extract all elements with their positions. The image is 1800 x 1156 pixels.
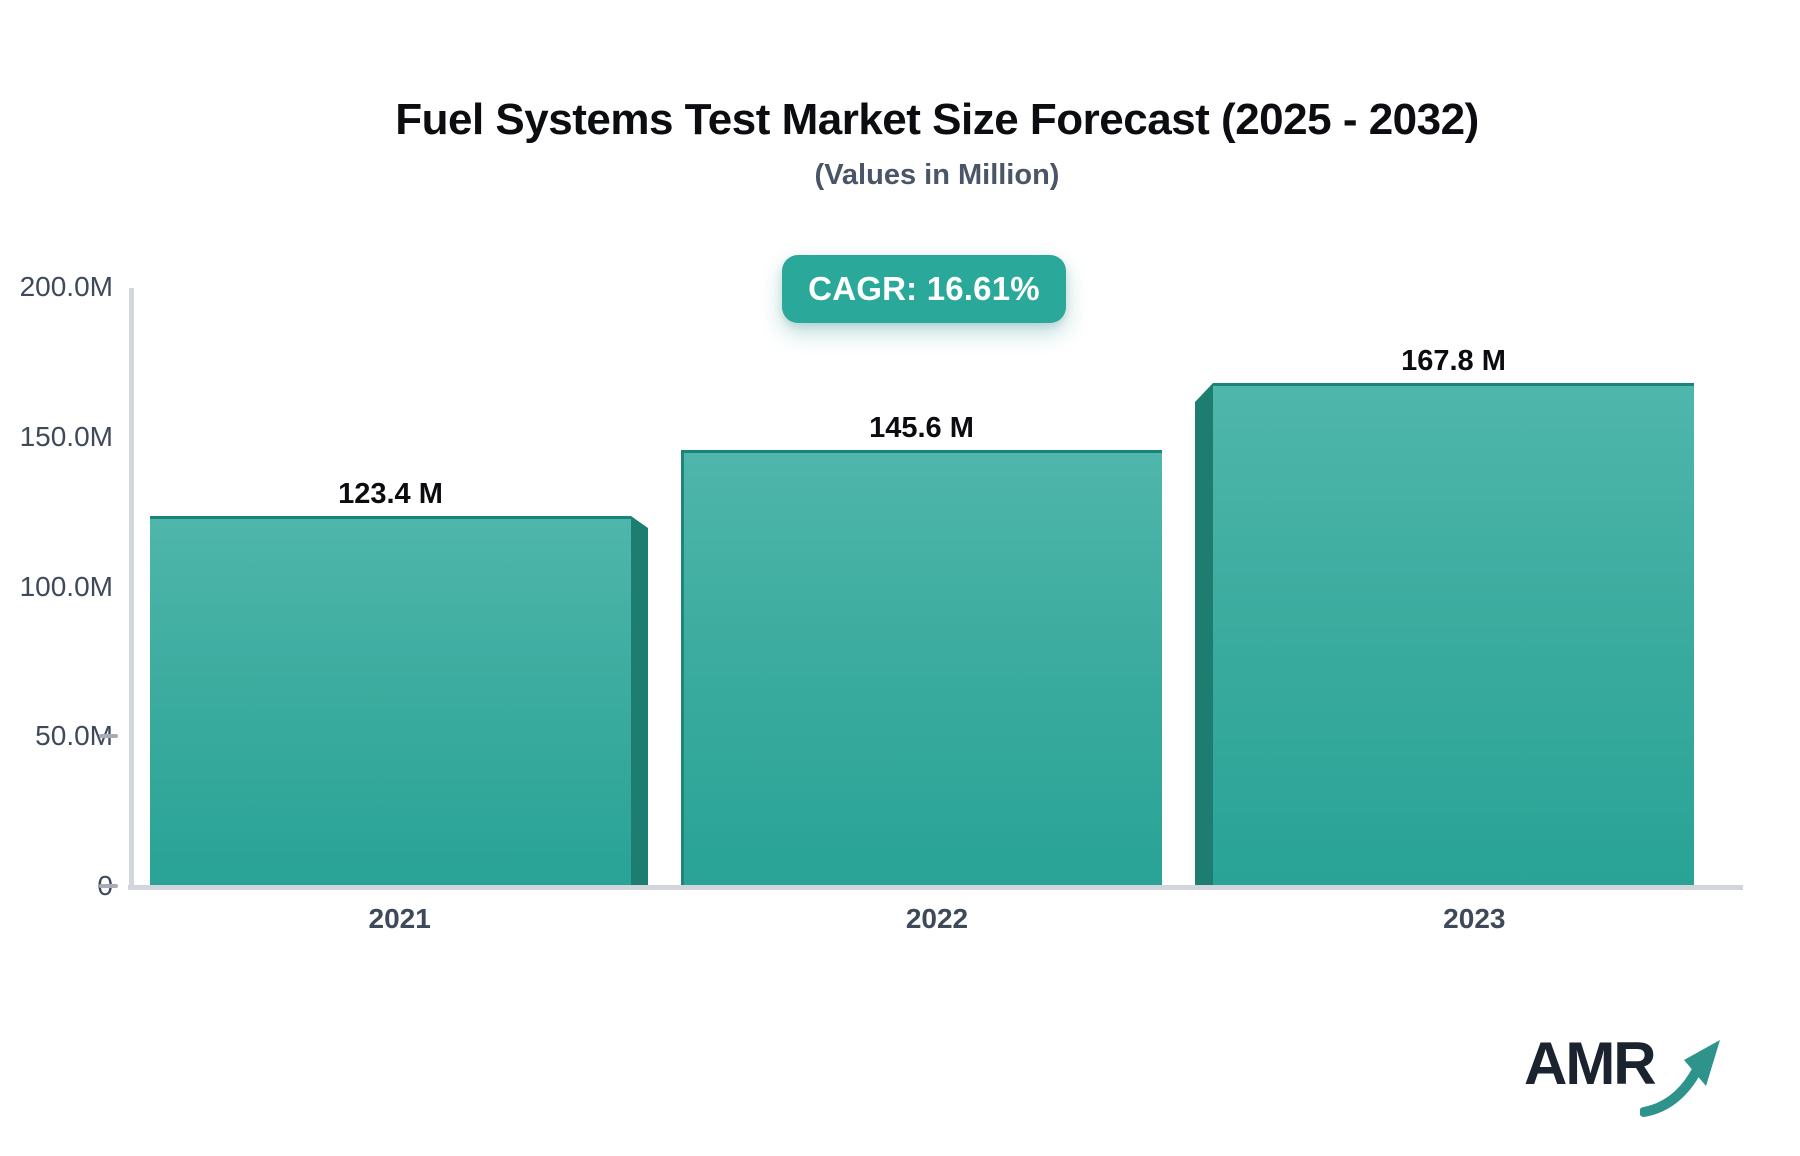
x-axis-line [128, 885, 1743, 890]
amr-logo: AMR [1524, 1030, 1734, 1120]
bar-value-label: 145.6 M [869, 412, 974, 444]
y-tick-mark [99, 734, 118, 738]
x-tick-label-2023: 2023 [1443, 903, 1506, 934]
bar-value-label: 167.8 M [1401, 345, 1506, 377]
y-tick-label: 100.0M [19, 571, 113, 602]
bar-2022[interactable] [681, 450, 1162, 888]
bar-2023[interactable] [1213, 383, 1694, 888]
y-tick-label: 50.0M [35, 720, 113, 751]
bar-value-label: 123.4 M [338, 478, 443, 510]
amr-logo-text: AMR [1524, 1030, 1657, 1097]
cagr-badge: CAGR: 16.61% [782, 255, 1066, 323]
y-tick-mark [99, 884, 118, 888]
bar-2023-side-face [1195, 383, 1213, 888]
chart-subtitle: (Values in Million) [814, 159, 1060, 191]
y-axis-line [129, 288, 134, 888]
y-tick-label: 150.0M [19, 421, 113, 452]
y-tick-label: 0 [0, 869, 113, 903]
x-tick-label-2022: 2022 [905, 903, 969, 934]
x-tick-label-2021: 2021 [368, 903, 431, 934]
y-tick-label: 200.0M [19, 271, 113, 302]
bar-2021[interactable] [150, 516, 631, 888]
chart-title: Fuel Systems Test Market Size Forecast (… [395, 95, 1479, 144]
bar-2021-side-face [631, 516, 648, 888]
cagr-badge-label: CAGR: 16.61% [808, 270, 1040, 307]
growth-arrow-icon [1640, 1040, 1720, 1117]
